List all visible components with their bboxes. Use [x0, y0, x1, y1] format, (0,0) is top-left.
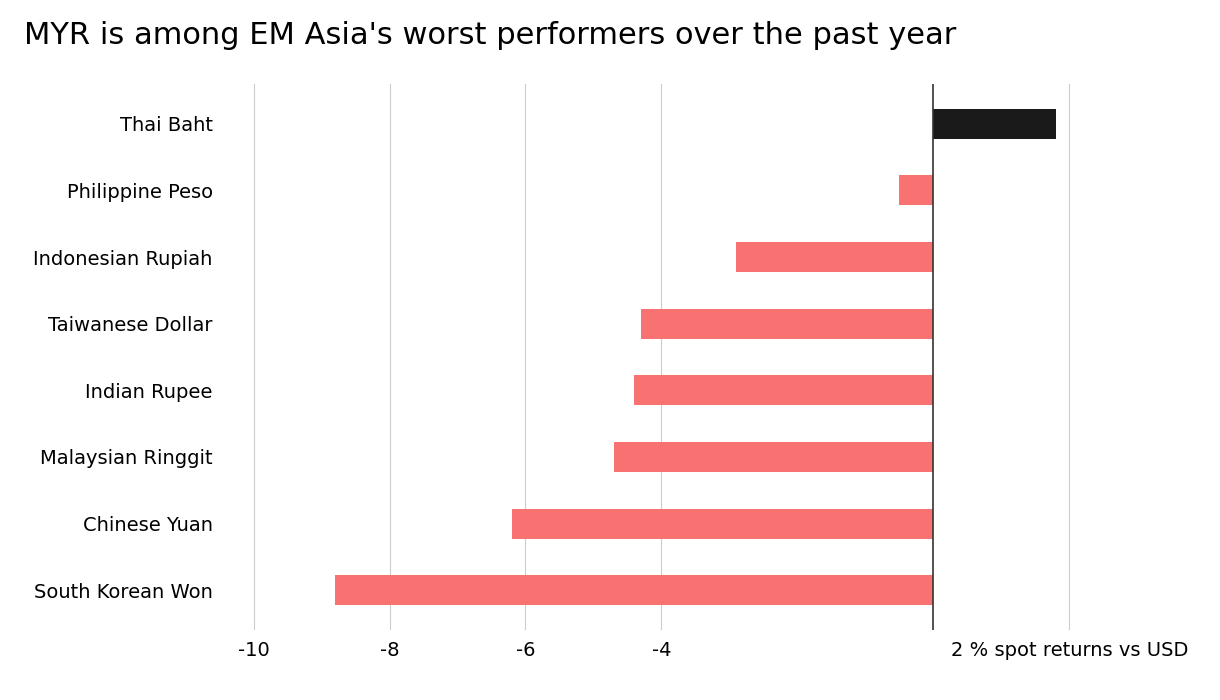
Bar — [614, 442, 933, 472]
Text: MYR is among EM Asia's worst performers over the past year: MYR is among EM Asia's worst performers … — [24, 21, 956, 50]
Bar — [899, 176, 933, 205]
Bar — [640, 309, 933, 339]
Bar — [634, 375, 933, 405]
Bar — [736, 242, 933, 272]
Bar — [336, 575, 933, 606]
Bar — [512, 509, 933, 538]
Bar — [933, 108, 1055, 139]
